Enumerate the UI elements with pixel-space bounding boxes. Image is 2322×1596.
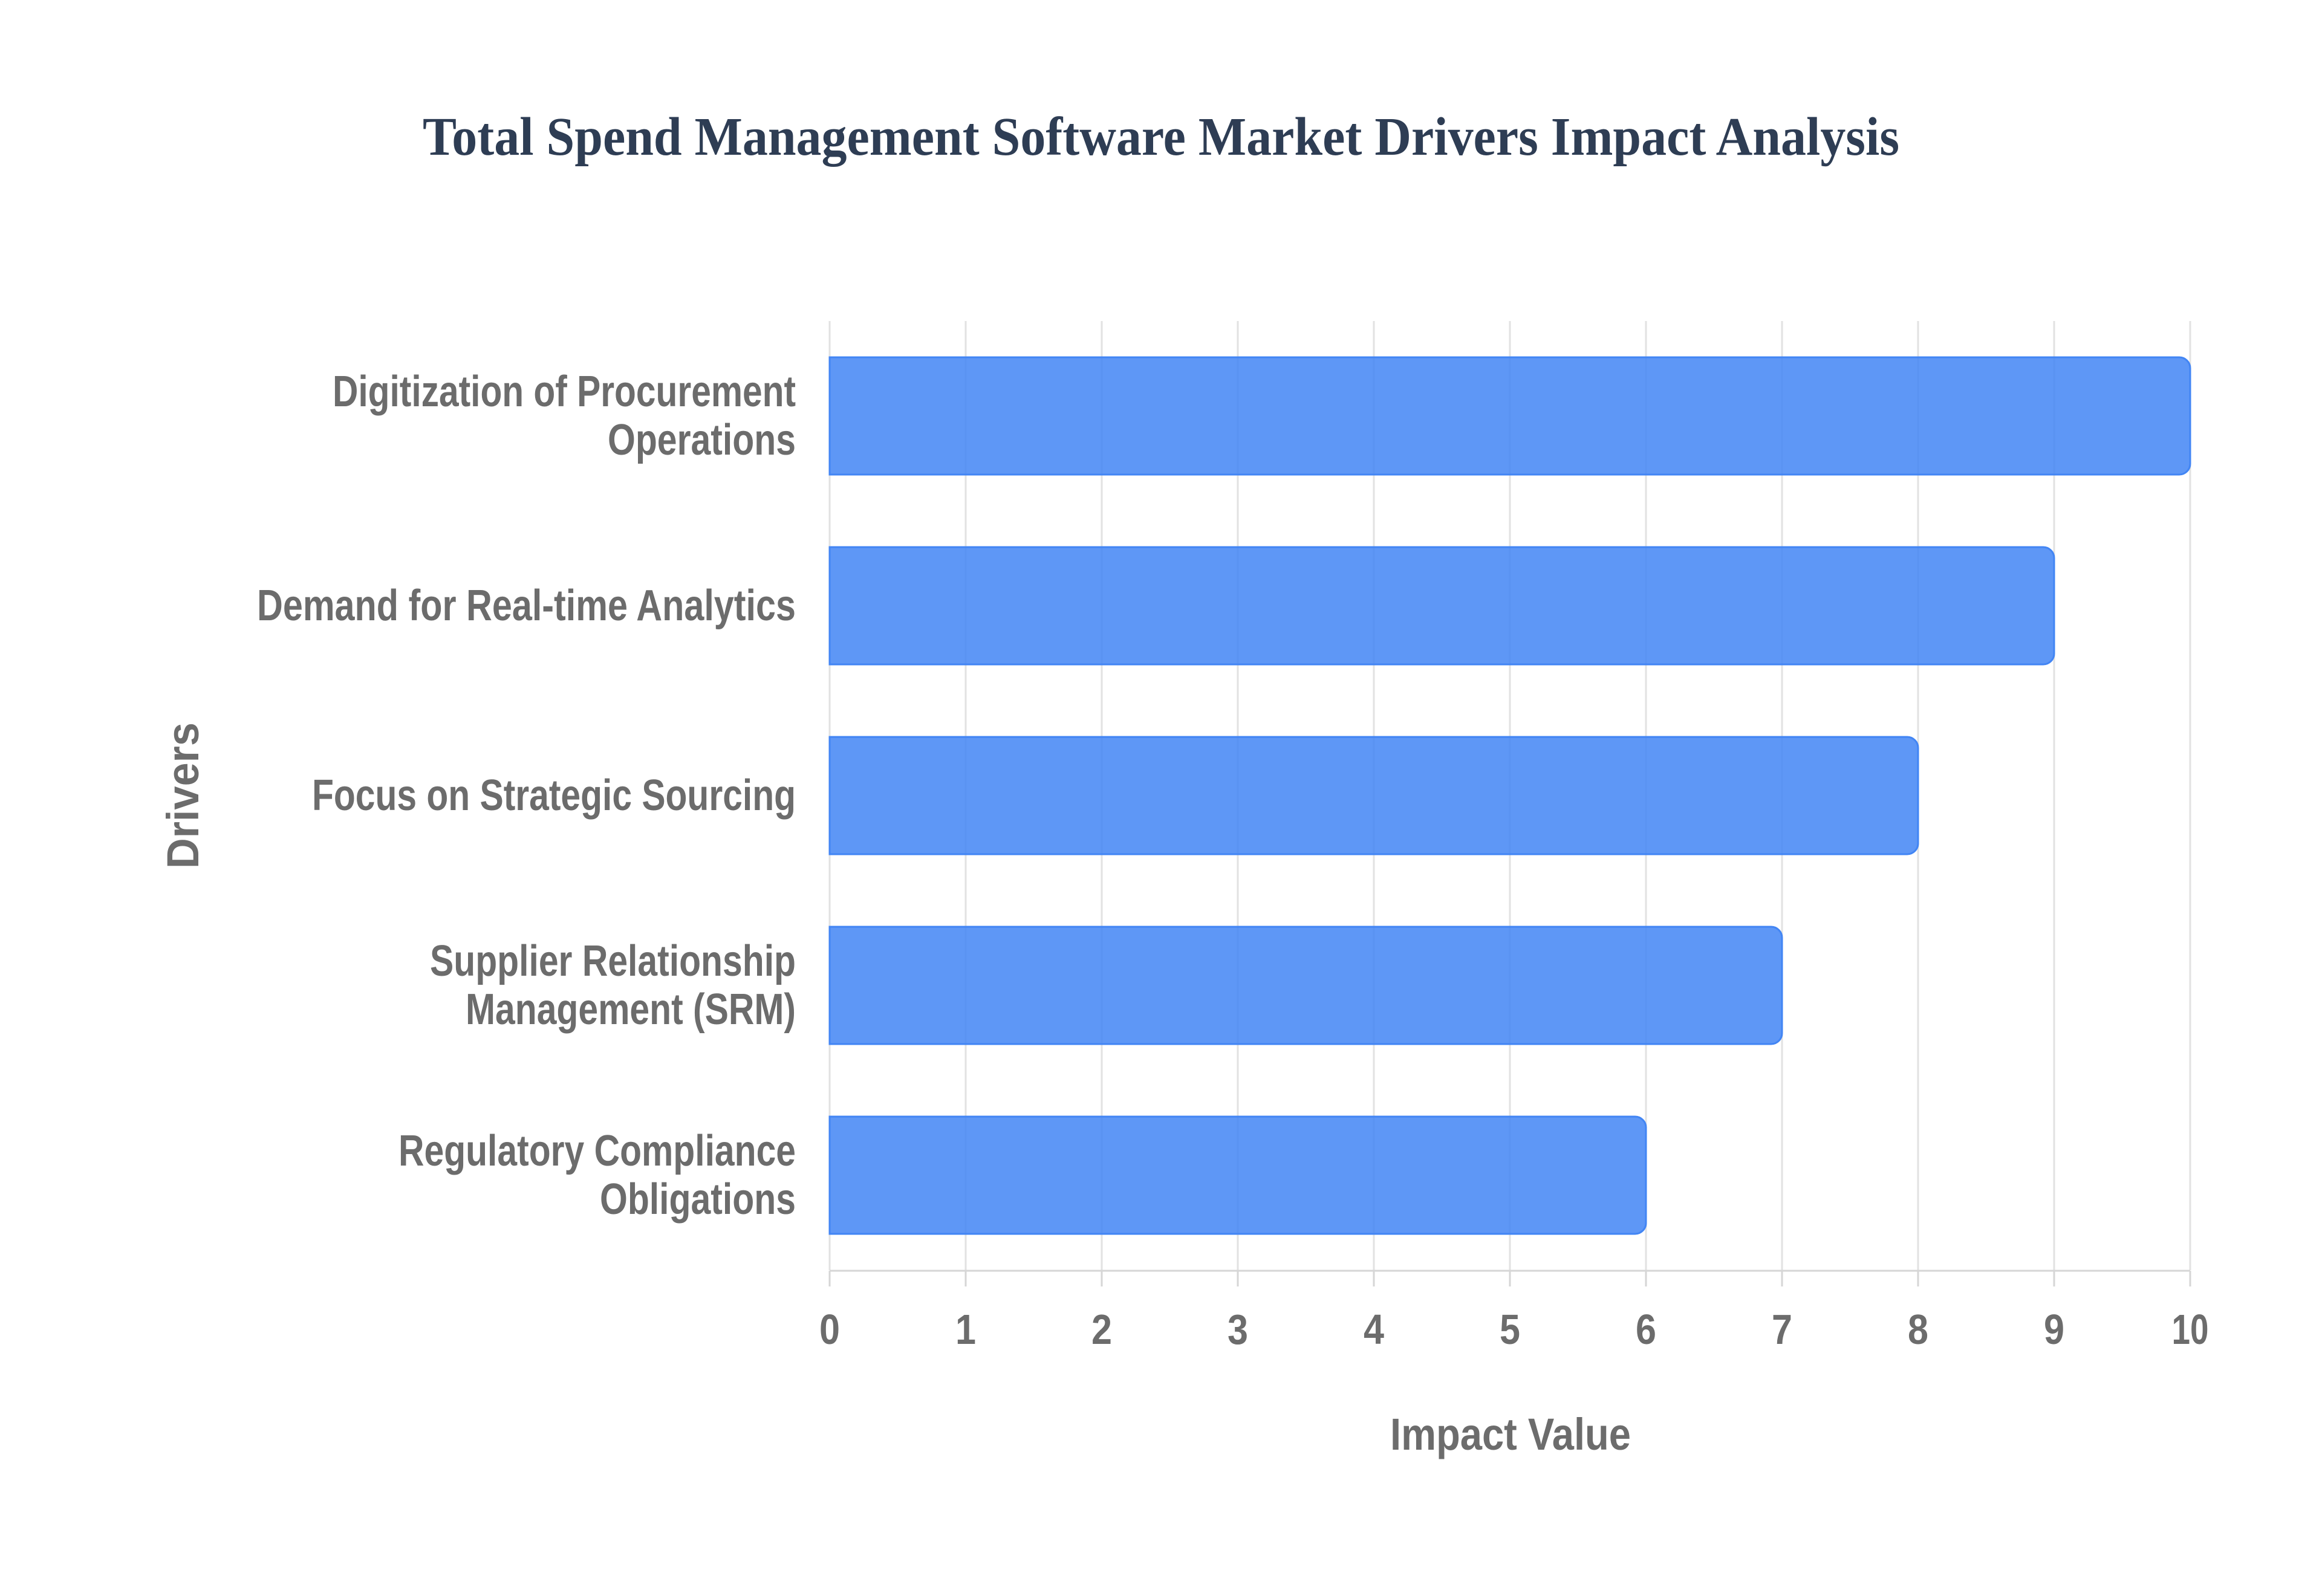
svg-text:8: 8 [1908, 1306, 1928, 1353]
svg-text:Management (SRM): Management (SRM) [466, 985, 796, 1034]
svg-text:5: 5 [1500, 1306, 1520, 1353]
svg-text:Impact Value: Impact Value [1390, 1409, 1631, 1459]
svg-text:Total Spend Management Softwar: Total Spend Management Software Market D… [423, 107, 1899, 167]
svg-text:9: 9 [2044, 1306, 2064, 1353]
svg-text:Drivers: Drivers [158, 722, 208, 869]
svg-text:1: 1 [955, 1306, 976, 1353]
svg-text:10: 10 [2172, 1306, 2209, 1353]
svg-text:4: 4 [1364, 1306, 1384, 1353]
svg-text:Demand for Real-time Analytics: Demand for Real-time Analytics [257, 582, 796, 630]
svg-text:Regulatory Compliance: Regulatory Compliance [398, 1127, 796, 1175]
svg-text:2: 2 [1091, 1306, 1112, 1353]
svg-text:3: 3 [1228, 1306, 1248, 1353]
svg-text:Focus on Strategic Sourcing: Focus on Strategic Sourcing [312, 771, 796, 820]
svg-text:Digitization of Procurement: Digitization of Procurement [333, 368, 796, 416]
svg-text:0: 0 [819, 1306, 840, 1353]
svg-text:7: 7 [1772, 1306, 1792, 1353]
svg-text:Supplier Relationship: Supplier Relationship [430, 937, 796, 985]
svg-text:Operations: Operations [608, 416, 796, 464]
svg-text:Obligations: Obligations [600, 1175, 796, 1224]
svg-text:6: 6 [1636, 1306, 1656, 1353]
